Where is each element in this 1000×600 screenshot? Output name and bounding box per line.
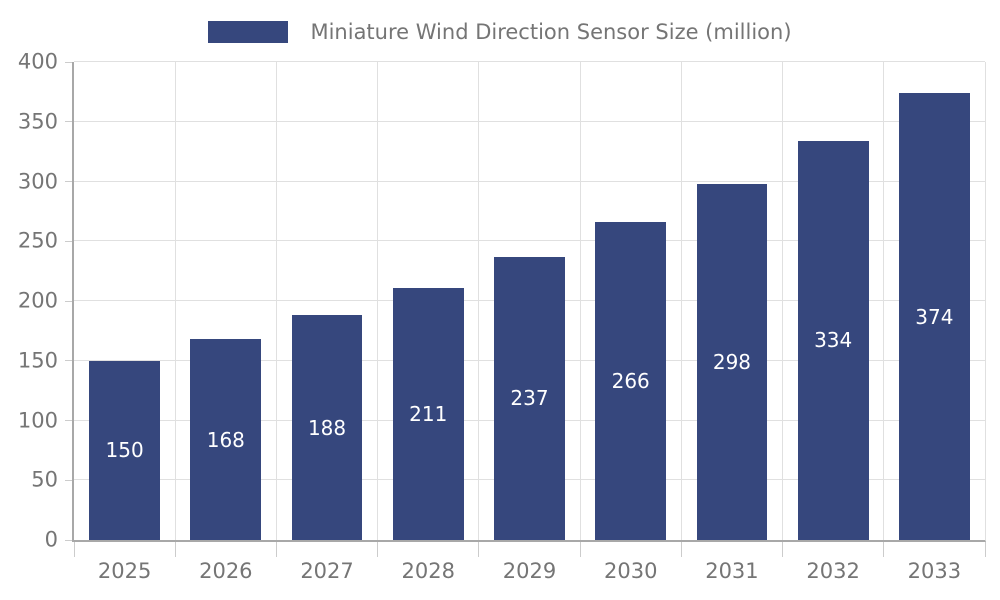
- x-tick-mark: [478, 542, 480, 557]
- bar-value-label: 374: [915, 304, 954, 329]
- bar-value-label: 188: [307, 415, 347, 440]
- bar-value-label: 237: [510, 386, 549, 411]
- y-tick-label: 250: [17, 228, 58, 253]
- y-tick-label: 400: [17, 49, 58, 74]
- x-tick-label: 2026: [199, 559, 253, 583]
- bar-2025: 150: [89, 360, 161, 540]
- gridline-horizontal: [74, 120, 985, 122]
- y-tick-mark: [65, 121, 72, 123]
- x-tick-mark: [377, 542, 379, 557]
- y-tick-label: 350: [17, 109, 58, 134]
- x-tick-mark: [883, 542, 885, 557]
- gridline-vertical: [377, 62, 379, 540]
- y-tick-label: 100: [17, 408, 58, 432]
- y-tick-label: 300: [17, 169, 58, 193]
- y-tick-label: 50: [31, 467, 58, 492]
- x-tick-mark: [680, 542, 682, 557]
- gridline-horizontal: [74, 240, 985, 242]
- bar-value-label: 211: [409, 401, 448, 426]
- bar-value-label: 150: [105, 438, 144, 463]
- bar-2027: 188: [291, 315, 363, 540]
- x-tick-label: 2030: [603, 559, 658, 583]
- bar-value-label: 298: [712, 349, 752, 374]
- legend: Miniature Wind Direction Sensor Size (mi…: [0, 12, 1000, 52]
- gridline-vertical: [275, 62, 277, 540]
- x-tick-label: 2029: [502, 559, 557, 583]
- x-tick-label: 2031: [705, 559, 759, 583]
- plot-area: 0 50 100 150 200 250 300 350 400 150 2025 168 2026 18…: [18, 51, 986, 582]
- y-tick-label: 200: [17, 288, 58, 313]
- x-tick-mark: [174, 542, 176, 557]
- bar-2028: 211: [392, 287, 464, 540]
- y-tick-mark: [65, 181, 72, 182]
- gridline-vertical: [174, 62, 176, 540]
- y-tick-label: 0: [44, 527, 58, 552]
- bar-2031: 298: [696, 183, 768, 540]
- legend-label: Miniature Wind Direction Sensor Size (mi…: [310, 20, 792, 44]
- y-tick-label: 150: [17, 348, 58, 373]
- y-tick-mark: [65, 360, 72, 362]
- x-tick-mark: [579, 542, 581, 557]
- bar-2029: 237: [494, 256, 565, 540]
- gridline-horizontal: [74, 61, 985, 62]
- legend-swatch: [208, 21, 289, 43]
- y-tick-mark: [65, 420, 72, 421]
- bar-value-label: 334: [814, 328, 853, 353]
- bar-2026: 168: [190, 339, 262, 540]
- x-tick-label: 2027: [300, 559, 354, 583]
- gridline-vertical: [680, 62, 682, 540]
- x-tick-label: 2025: [97, 559, 152, 583]
- x-tick-label: 2032: [806, 559, 860, 583]
- x-tick-label: 2033: [907, 559, 962, 583]
- y-tick-mark: [65, 240, 72, 242]
- bar-2033: 374: [898, 93, 970, 540]
- bar-2032: 334: [797, 140, 869, 540]
- bar-value-label: 266: [611, 369, 650, 394]
- y-tick-mark: [65, 539, 72, 541]
- y-tick-mark: [65, 61, 72, 63]
- y-tick-mark: [65, 479, 72, 481]
- gridline-vertical: [579, 62, 581, 540]
- x-tick-mark: [73, 542, 75, 557]
- bar-2030: 266: [595, 222, 667, 540]
- x-tick-mark: [984, 542, 986, 557]
- gridline-vertical: [478, 62, 480, 540]
- x-tick-mark: [275, 542, 277, 557]
- y-tick-mark: [65, 300, 72, 302]
- gridline-horizontal: [74, 180, 985, 182]
- bar-value-label: 168: [206, 427, 245, 452]
- gridline-vertical: [782, 62, 784, 540]
- x-tick-mark: [782, 542, 784, 557]
- gridline-vertical: [883, 62, 885, 540]
- x-tick-label: 2028: [401, 559, 455, 583]
